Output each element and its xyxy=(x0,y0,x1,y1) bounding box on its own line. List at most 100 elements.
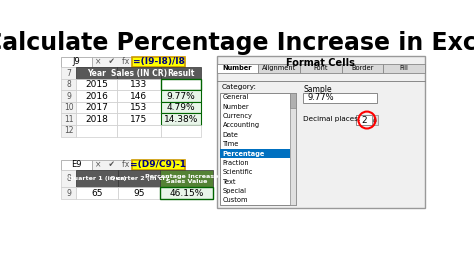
Text: E9: E9 xyxy=(71,160,82,169)
Text: Alignment: Alignment xyxy=(262,66,296,72)
Bar xyxy=(76,90,117,102)
Bar xyxy=(76,125,117,137)
Bar xyxy=(217,64,258,73)
Text: ▲: ▲ xyxy=(373,116,376,120)
Text: Number: Number xyxy=(223,66,252,72)
Text: Custom: Custom xyxy=(223,197,248,203)
Text: 133: 133 xyxy=(130,80,147,89)
Bar xyxy=(160,187,213,199)
Bar xyxy=(61,79,76,90)
Text: Quarter 1 (in cr): Quarter 1 (in cr) xyxy=(68,177,127,181)
Text: Number: Number xyxy=(223,104,249,110)
Text: 9: 9 xyxy=(66,92,71,101)
Text: ×   ✔   fx: × ✔ fx xyxy=(95,160,129,169)
Text: Quarter 2 (in cr): Quarter 2 (in cr) xyxy=(110,177,168,181)
Bar xyxy=(161,79,201,90)
Bar xyxy=(76,67,117,79)
Bar xyxy=(76,102,117,113)
Bar xyxy=(290,93,296,108)
Text: Format Cells: Format Cells xyxy=(286,58,355,68)
Bar xyxy=(61,90,76,102)
Bar xyxy=(61,160,92,170)
Text: 175: 175 xyxy=(130,115,147,124)
Text: Currency: Currency xyxy=(223,113,253,119)
Text: Year: Year xyxy=(87,69,106,78)
Bar xyxy=(117,102,161,113)
Bar xyxy=(61,113,76,125)
Text: 2018: 2018 xyxy=(85,115,108,124)
Bar xyxy=(118,187,160,199)
Text: 12: 12 xyxy=(64,126,73,135)
Bar xyxy=(76,113,117,125)
Bar xyxy=(219,93,296,205)
Text: 9.77%: 9.77% xyxy=(166,92,195,101)
Bar xyxy=(303,93,377,103)
Bar xyxy=(160,171,213,187)
Bar xyxy=(61,102,76,113)
Bar xyxy=(117,125,161,137)
Bar xyxy=(217,56,425,208)
Bar xyxy=(356,115,372,125)
Bar xyxy=(92,160,132,170)
Text: 2016: 2016 xyxy=(85,92,108,101)
Bar xyxy=(132,57,185,67)
Text: Percentage: Percentage xyxy=(223,151,265,157)
Bar xyxy=(92,57,132,67)
Bar xyxy=(61,171,76,187)
Bar xyxy=(258,64,300,73)
Text: Font: Font xyxy=(314,66,328,72)
Bar xyxy=(117,67,161,79)
Bar xyxy=(76,171,118,187)
Text: Fraction: Fraction xyxy=(223,160,249,166)
Text: Sample: Sample xyxy=(303,85,332,94)
Bar xyxy=(76,187,118,199)
Text: General: General xyxy=(223,94,249,100)
Bar xyxy=(117,79,161,90)
Bar xyxy=(117,90,161,102)
Text: Time: Time xyxy=(223,141,239,147)
Text: ▼: ▼ xyxy=(373,120,376,125)
Text: 2015: 2015 xyxy=(85,80,108,89)
Text: Category:: Category: xyxy=(221,84,256,89)
Bar xyxy=(161,125,201,137)
Text: 8: 8 xyxy=(66,80,71,89)
Bar xyxy=(132,160,185,170)
Text: Percentage Increase of
Sales Value: Percentage Increase of Sales Value xyxy=(145,174,228,184)
Text: 65: 65 xyxy=(91,189,103,198)
Bar xyxy=(219,149,290,158)
Text: Fill: Fill xyxy=(400,66,409,72)
Bar xyxy=(161,90,201,102)
Text: 8: 8 xyxy=(66,174,71,183)
Bar xyxy=(290,93,296,205)
Text: Date: Date xyxy=(223,132,238,138)
Text: Calculate Percentage Increase in Excel: Calculate Percentage Increase in Excel xyxy=(0,32,474,55)
Text: Text: Text xyxy=(223,179,236,185)
Bar xyxy=(342,64,383,73)
Bar xyxy=(76,79,117,90)
Bar xyxy=(372,115,378,125)
Text: 9.77%: 9.77% xyxy=(307,93,334,102)
Bar xyxy=(118,171,160,187)
Text: 7: 7 xyxy=(66,69,71,78)
Bar xyxy=(161,113,201,125)
Bar xyxy=(383,64,425,73)
Text: Decimal places:: Decimal places: xyxy=(303,116,361,122)
Text: 10: 10 xyxy=(64,103,73,112)
Text: 95: 95 xyxy=(133,189,145,198)
Text: Sales (IN CR): Sales (IN CR) xyxy=(110,69,167,78)
Bar xyxy=(61,67,76,79)
Text: J9: J9 xyxy=(73,57,80,66)
Bar xyxy=(117,113,161,125)
Text: 9: 9 xyxy=(66,189,71,198)
Text: Border: Border xyxy=(351,66,374,72)
Text: 46.15%: 46.15% xyxy=(169,189,203,198)
Text: Scientific: Scientific xyxy=(223,169,253,175)
Bar xyxy=(61,125,76,137)
Text: Special: Special xyxy=(223,188,247,194)
Text: 153: 153 xyxy=(130,103,147,112)
Text: =(D9/C9)-1: =(D9/C9)-1 xyxy=(130,160,186,169)
Text: Result: Result xyxy=(167,69,195,78)
Text: Accounting: Accounting xyxy=(223,122,260,128)
Bar xyxy=(161,67,201,79)
Text: 14.38%: 14.38% xyxy=(164,115,198,124)
